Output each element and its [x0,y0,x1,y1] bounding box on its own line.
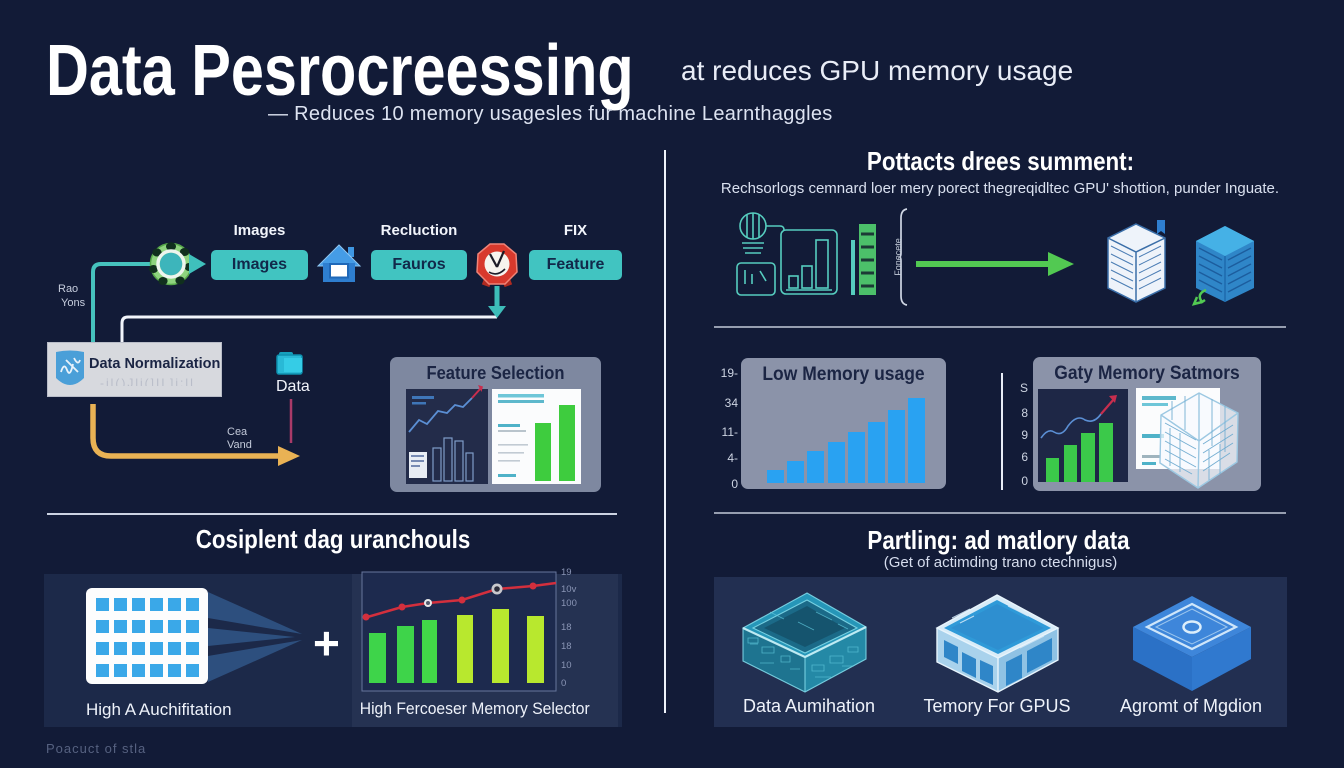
svg-text:18: 18 [561,622,572,633]
svg-text:0: 0 [561,678,566,689]
svg-text:18: 18 [561,641,572,652]
svg-text:Fonecete: Fonecete [893,238,903,276]
svg-text:19: 19 [561,567,572,578]
svg-text:100: 100 [561,598,577,609]
svg-text:10v: 10v [561,584,577,595]
svg-text:10: 10 [561,660,572,671]
